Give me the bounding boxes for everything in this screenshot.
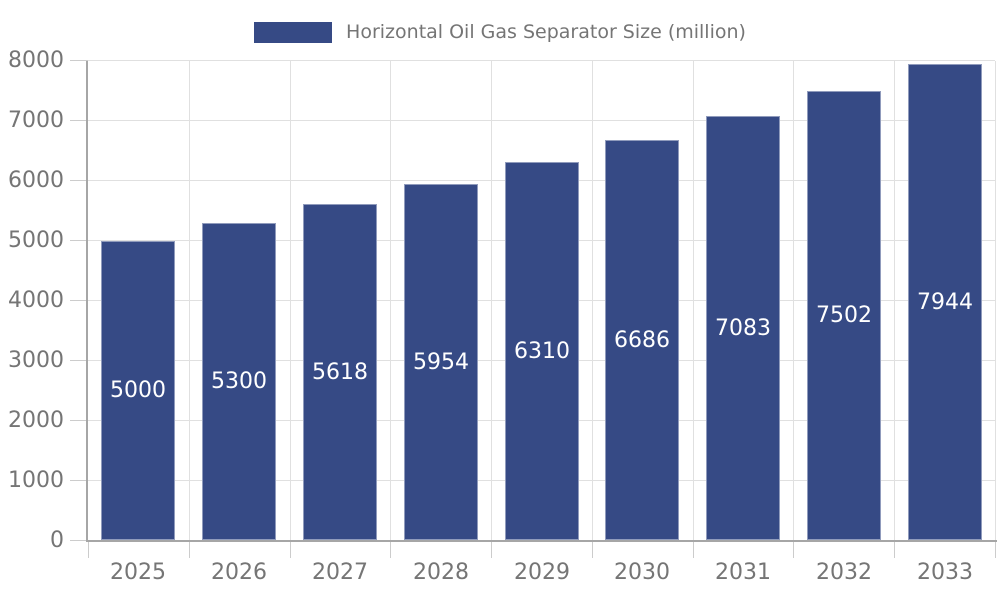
bar-value-label: 5000 [110, 378, 166, 403]
bar-2030[interactable]: 6686 [605, 140, 679, 540]
y-axis-label: 0 [50, 528, 64, 553]
x-axis-label: 2027 [312, 560, 368, 585]
y-axis-tick [70, 420, 88, 421]
y-axis-label: 3000 [8, 348, 64, 373]
y-axis-tick [70, 240, 88, 241]
bar-value-label: 7083 [715, 316, 771, 341]
y-axis-label: 4000 [8, 288, 64, 313]
x-axis-label: 2030 [614, 560, 670, 585]
y-axis-tick [70, 60, 88, 61]
x-axis-label: 2031 [715, 560, 771, 585]
x-axis-label: 2032 [816, 560, 872, 585]
v-gridline [290, 61, 291, 541]
y-axis-tick [70, 300, 88, 301]
h-gridline [88, 120, 995, 121]
y-axis-label: 7000 [8, 108, 64, 133]
bar-2033[interactable]: 7944 [908, 64, 982, 540]
bar-2032[interactable]: 7502 [807, 91, 881, 540]
bar-value-label: 5618 [312, 360, 368, 385]
x-axis-tick [592, 542, 593, 558]
y-axis-tick [70, 120, 88, 121]
x-axis-tick [290, 542, 291, 558]
bar-value-label: 6310 [514, 339, 570, 364]
v-gridline [693, 61, 694, 541]
y-axis-tick [70, 540, 88, 541]
bar-value-label: 5954 [413, 350, 469, 375]
bar-value-label: 7944 [917, 290, 973, 315]
x-axis-tick [894, 542, 895, 558]
y-axis-label: 5000 [8, 228, 64, 253]
v-gridline [189, 61, 190, 541]
v-gridline [390, 61, 391, 541]
x-axis-label: 2033 [917, 560, 973, 585]
v-gridline [793, 61, 794, 541]
x-axis-label: 2028 [413, 560, 469, 585]
v-gridline [995, 61, 996, 541]
y-axis-label: 1000 [8, 468, 64, 493]
bar-2027[interactable]: 5618 [303, 204, 377, 540]
x-axis-tick [491, 542, 492, 558]
x-axis-tick [995, 542, 996, 558]
x-axis-tick [693, 542, 694, 558]
x-axis-tick [189, 542, 190, 558]
bar-value-label: 5300 [211, 369, 267, 394]
h-gridline [88, 60, 995, 61]
x-axis-tick [793, 542, 794, 558]
y-axis-label: 2000 [8, 408, 64, 433]
bar-2026[interactable]: 5300 [202, 223, 276, 540]
y-axis-tick [70, 180, 88, 181]
v-gridline [894, 61, 895, 541]
x-axis-tick [88, 542, 89, 558]
v-gridline [592, 61, 593, 541]
y-axis-label: 6000 [8, 168, 64, 193]
bar-value-label: 7502 [816, 303, 872, 328]
x-axis-label: 2029 [514, 560, 570, 585]
y-axis-label: 8000 [8, 48, 64, 73]
y-axis-tick [70, 480, 88, 481]
legend-swatch [254, 21, 333, 43]
legend[interactable]: Horizontal Oil Gas Separator Size (milli… [0, 21, 1000, 43]
bar-2029[interactable]: 6310 [505, 162, 579, 540]
bar-value-label: 6686 [614, 328, 670, 353]
v-gridline [491, 61, 492, 541]
y-axis-line [86, 61, 88, 542]
legend-label: Horizontal Oil Gas Separator Size (milli… [346, 21, 746, 43]
bar-2025[interactable]: 5000 [101, 241, 175, 540]
y-axis-tick [70, 360, 88, 361]
x-axis-label: 2026 [211, 560, 267, 585]
x-axis-line [86, 540, 997, 542]
bar-2031[interactable]: 7083 [706, 116, 780, 540]
x-axis-label: 2025 [110, 560, 166, 585]
bar-2028[interactable]: 5954 [404, 184, 478, 540]
x-axis-tick [390, 542, 391, 558]
